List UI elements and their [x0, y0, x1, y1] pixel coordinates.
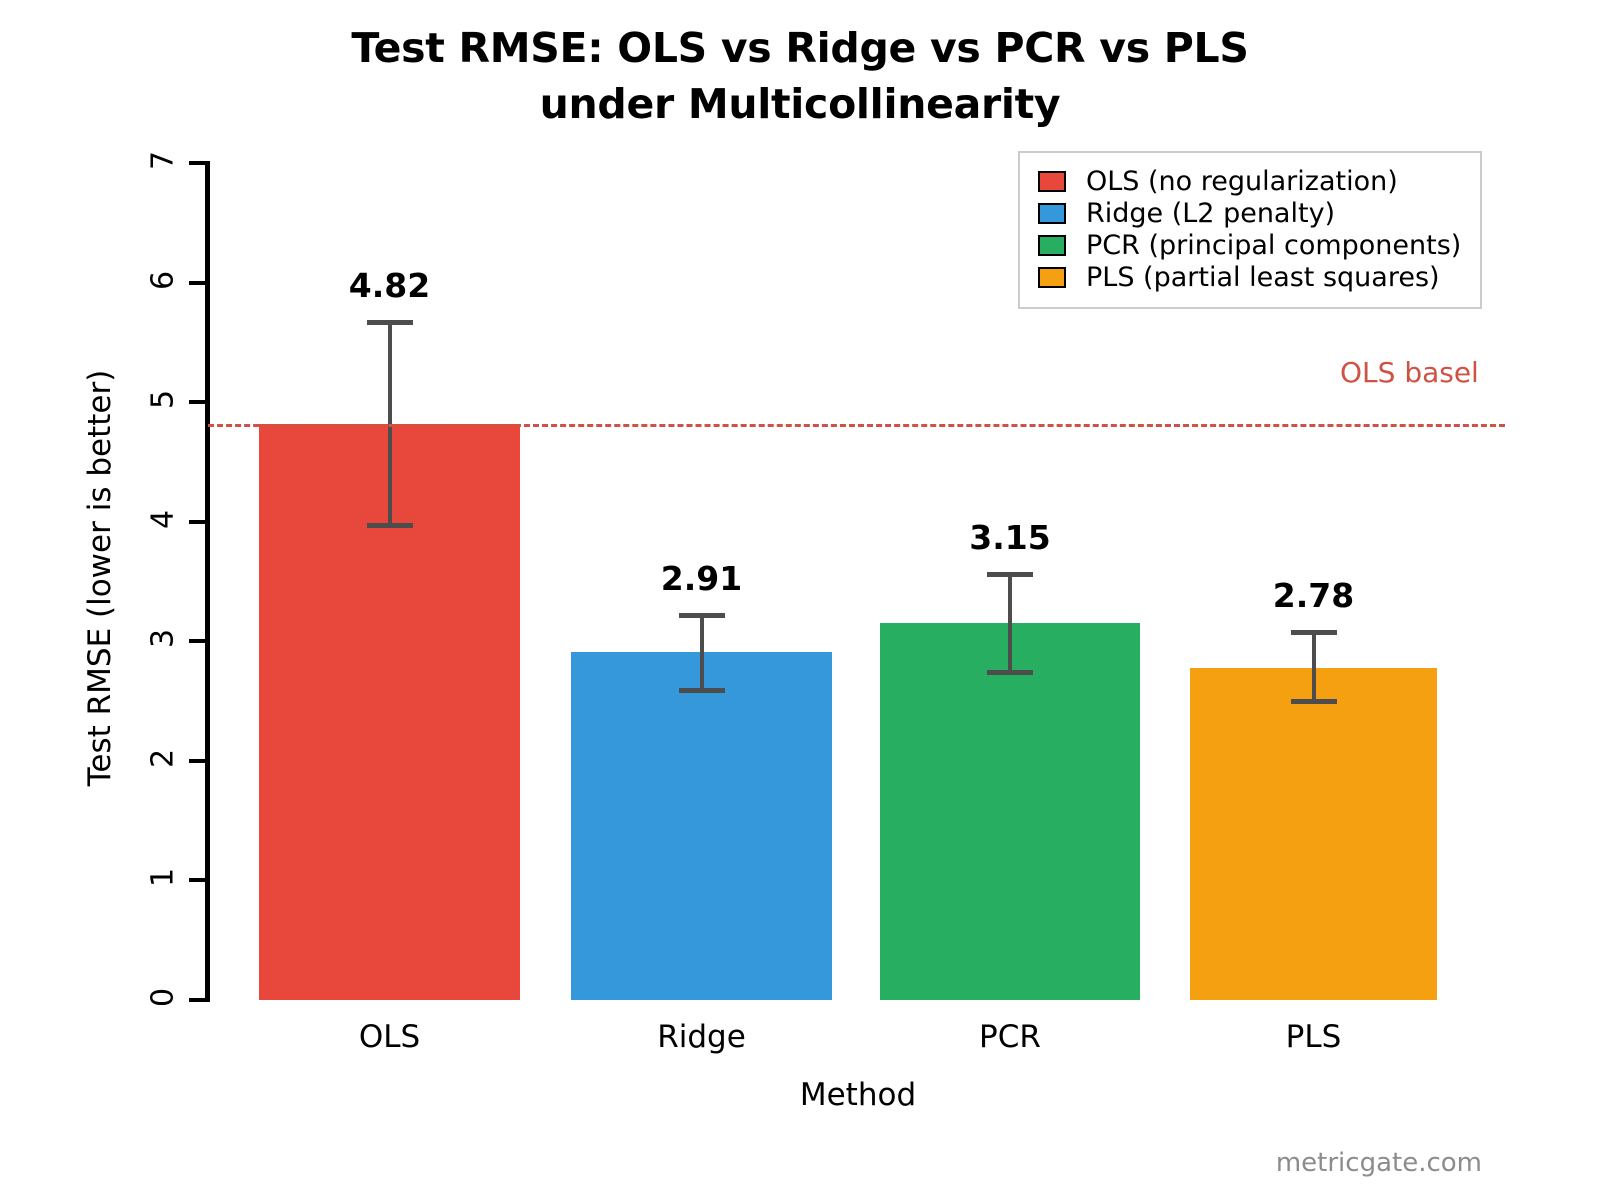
- y-tick-4: [189, 519, 209, 524]
- chart-legend[interactable]: OLS (no regularization) Ridge (L2 penalty…: [1018, 151, 1482, 309]
- bar-value-label-pls: 2.78: [1272, 575, 1355, 615]
- legend-label-0: OLS (no regularization): [1086, 165, 1398, 197]
- y-tick-5: [189, 400, 209, 405]
- error-bar-cap-lower-ridge: [678, 688, 725, 694]
- y-tick-label-2: 2: [145, 748, 181, 768]
- legend-item-2[interactable]: PCR (principal components): [1038, 229, 1464, 261]
- legend-swatch-icon-0: [1038, 170, 1066, 192]
- y-tick-2: [189, 758, 209, 763]
- bar-pcr[interactable]: [880, 623, 1140, 1000]
- y-tick-label-0: 0: [145, 987, 181, 1008]
- legend-item-0[interactable]: OLS (no regularization): [1038, 165, 1464, 197]
- x-tick-label-ridge: Ridge: [657, 1019, 746, 1055]
- y-axis-line: [205, 161, 210, 1002]
- error-bar-cap-upper-pcr: [987, 572, 1033, 578]
- x-tick-label-pcr: PCR: [979, 1019, 1041, 1055]
- error-bar-line-ols: [387, 322, 392, 526]
- plot-area: 4.82 2.91 3.15 2.78: [208, 163, 1505, 1000]
- ols-baseline-label: OLS basel: [1340, 355, 1479, 389]
- y-axis-label: Test RMSE (lower is better): [82, 369, 118, 787]
- y-tick-0: [189, 998, 209, 1002]
- bar-value-label-pcr: 3.15: [969, 518, 1051, 558]
- y-tick-6: [189, 280, 209, 285]
- error-bar-cap-lower-pls: [1290, 699, 1337, 705]
- y-tick-label-5: 5: [145, 390, 181, 410]
- chart-title: Test RMSE: OLS vs Ridge vs PCR vs PLS un…: [351, 24, 1249, 128]
- bar-value-label-ols: 4.82: [348, 266, 431, 306]
- y-tick-1: [189, 878, 209, 883]
- error-bar-cap-upper-pls: [1290, 629, 1337, 635]
- bar-ridge[interactable]: [571, 652, 832, 1000]
- y-tick-7: [189, 161, 209, 165]
- y-tick-label-1: 1: [145, 868, 181, 888]
- error-bar-cap-upper-ridge: [678, 612, 725, 618]
- legend-item-3[interactable]: PLS (partial least squares): [1038, 261, 1464, 293]
- y-tick-label-7: 7: [145, 150, 181, 171]
- x-axis-label: Method: [799, 1077, 917, 1113]
- y-tick-label-6: 6: [145, 270, 181, 290]
- error-bar-cap-lower-pcr: [987, 670, 1033, 676]
- y-tick-label-4: 4: [145, 509, 181, 529]
- x-tick-label-pls: PLS: [1285, 1019, 1342, 1055]
- error-bar-line-ridge: [699, 614, 704, 691]
- legend-label-3: PLS (partial least squares): [1086, 261, 1440, 293]
- watermark: metricgate.com: [1275, 1148, 1482, 1178]
- y-tick-3: [189, 639, 209, 644]
- legend-item-1[interactable]: Ridge (L2 penalty): [1038, 197, 1464, 229]
- error-bar-line-pcr: [1008, 574, 1012, 673]
- legend-swatch-icon-1: [1038, 202, 1066, 224]
- legend-swatch-icon-3: [1038, 266, 1066, 288]
- error-bar-cap-upper-ols: [366, 320, 413, 326]
- error-bar-line-pls: [1311, 631, 1316, 702]
- legend-swatch-icon-2: [1038, 234, 1066, 256]
- ols-baseline-line: [208, 423, 1505, 427]
- y-tick-label-3: 3: [145, 629, 181, 649]
- bar-pls[interactable]: [1190, 667, 1437, 1000]
- x-tick-label-ols: OLS: [358, 1019, 421, 1055]
- legend-label-1: Ridge (L2 penalty): [1086, 197, 1336, 229]
- bar-value-label-ridge: 2.91: [660, 558, 743, 598]
- legend-label-2: PCR (principal components): [1086, 229, 1462, 261]
- error-bar-cap-lower-ols: [366, 523, 413, 529]
